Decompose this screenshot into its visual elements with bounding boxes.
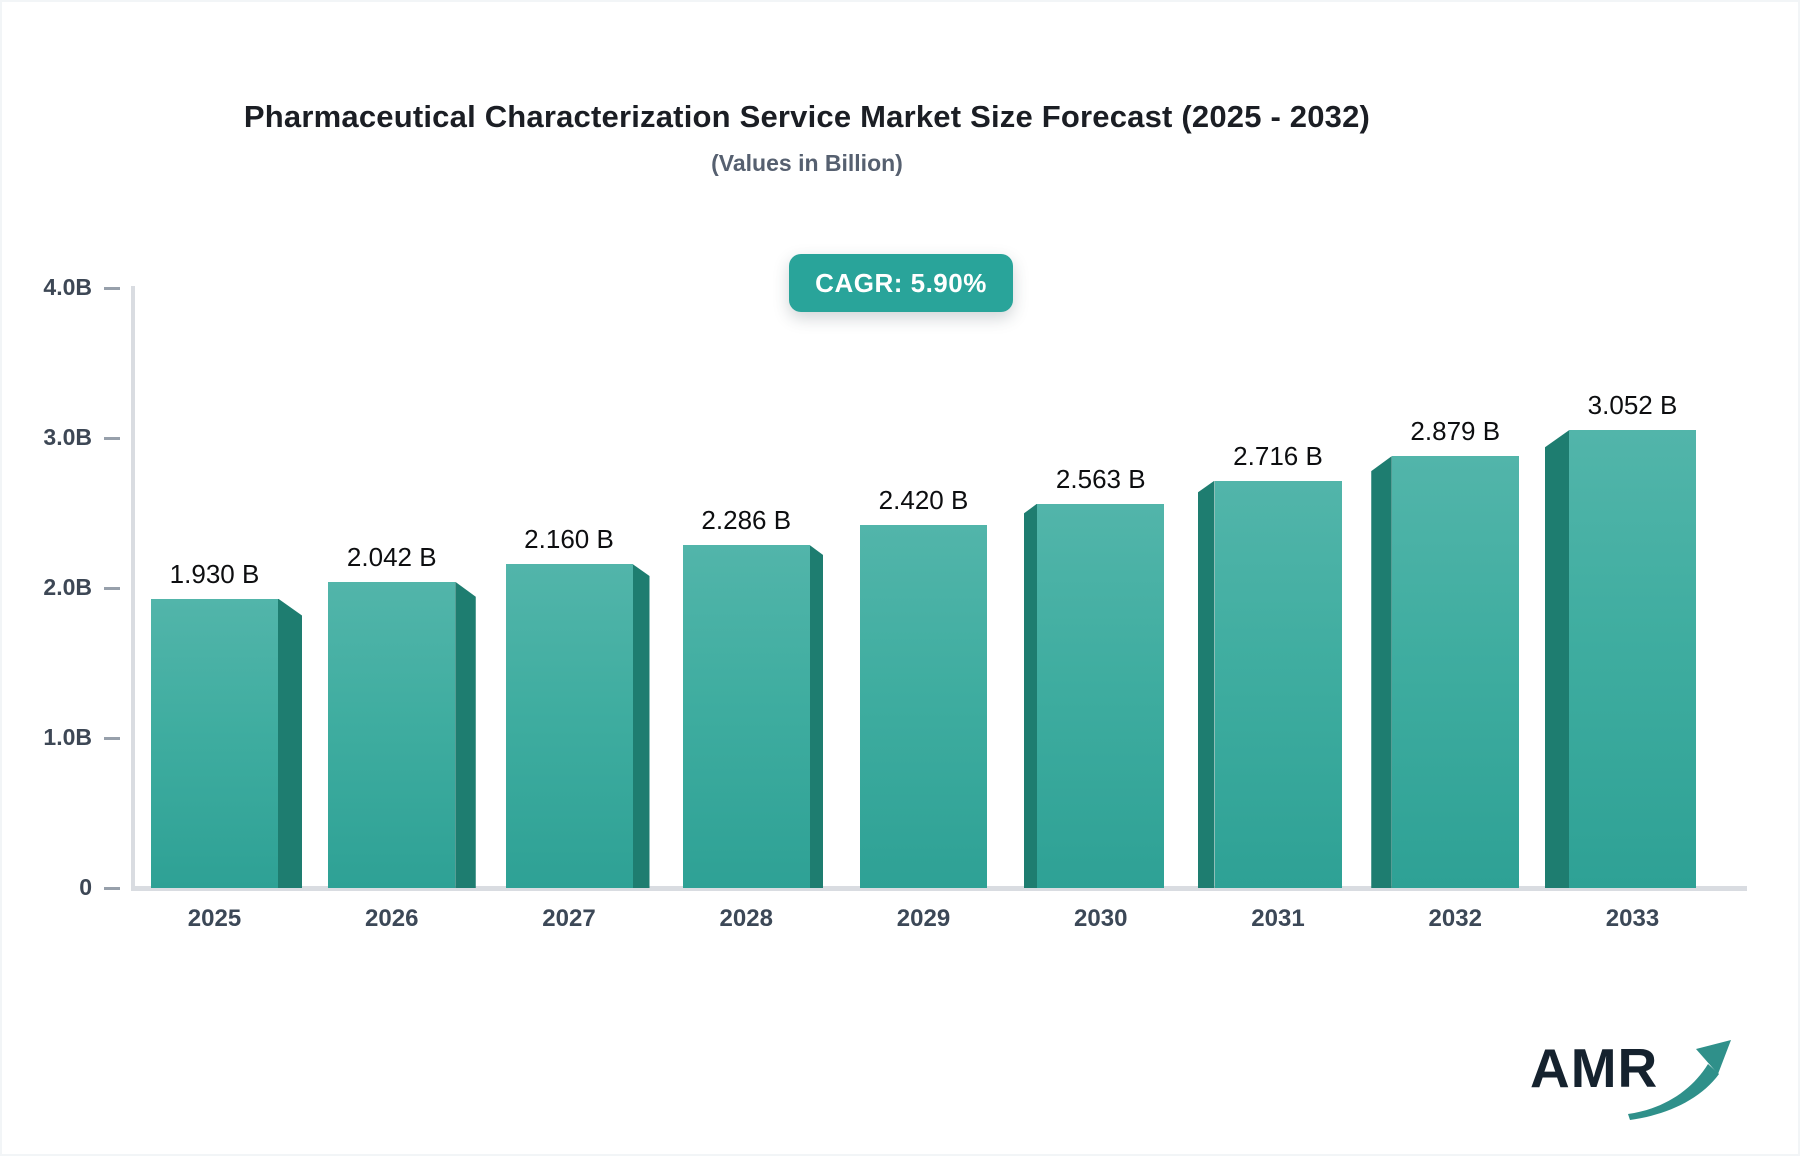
bar-2030 (1037, 503, 1165, 888)
bar-side-2031 (1197, 480, 1215, 888)
bar-side-2025 (278, 598, 302, 888)
bar-value-label-2027: 2.160 B (524, 524, 614, 554)
x-tick-label-2032: 2032 (1428, 905, 1482, 932)
bar-value-label-2026: 2.042 B (346, 541, 437, 572)
y-axis-line (131, 286, 135, 890)
bar-side-2026 (455, 581, 476, 888)
x-tick-label-2025: 2025 (187, 905, 242, 932)
growth-arrow-icon (1628, 1040, 1731, 1120)
x-tick-label-2026: 2026 (365, 905, 419, 932)
y-tick-label: 4.0B (43, 274, 92, 300)
bar-value-label-2031: 2.716 B (1233, 440, 1323, 471)
bar-side-2032 (1371, 456, 1392, 888)
x-axis-line (131, 886, 1747, 891)
bar-2027 (505, 564, 633, 888)
bar-2026 (328, 581, 456, 888)
x-tick-label-2030: 2030 (1074, 905, 1128, 932)
cagr-badge: CAGR: 5.90% (789, 254, 1013, 312)
bar-side-2030 (1023, 503, 1038, 888)
bar-2028 (682, 545, 810, 888)
chart-subtitle: (Values in Billion) (711, 150, 903, 176)
bar-value-label-2032: 2.879 B (1410, 416, 1501, 447)
y-tick-label: 0 (79, 874, 92, 900)
x-tick-label-2027: 2027 (542, 905, 596, 932)
bar-side-2033 (1545, 430, 1569, 888)
y-tick-dash (104, 436, 120, 440)
bar-value-label-2030: 2.563 B (1055, 463, 1146, 494)
bar-2029 (860, 525, 987, 888)
bar-value-label-2025: 1.930 B (169, 558, 260, 589)
amr-logo-text: AMR (1530, 1037, 1659, 1099)
amr-logo: AMR (1530, 1030, 1731, 1120)
bar-side-2028 (809, 545, 824, 888)
bar-2025 (151, 598, 278, 888)
bar-side-2027 (632, 564, 650, 888)
y-tick-dash (104, 586, 120, 590)
y-tick-label: 2.0B (43, 574, 92, 600)
x-tick-label-2028: 2028 (719, 905, 773, 932)
bar-value-label-2029: 2.420 B (878, 485, 969, 515)
y-tick-label: 3.0B (43, 424, 92, 450)
chart-title: Pharmaceutical Characterization Service … (243, 99, 1371, 134)
bar-2033 (1569, 430, 1696, 888)
y-tick-dash (104, 886, 120, 890)
x-tick-label-2033: 2033 (1605, 905, 1660, 932)
bar-2031 (1214, 480, 1342, 888)
y-tick-label: 1.0B (43, 724, 92, 750)
x-tick-label-2029: 2029 (896, 905, 951, 932)
y-tick-dash (104, 286, 120, 290)
y-tick-dash (104, 736, 120, 740)
bar-value-label-2033: 3.052 B (1587, 390, 1678, 421)
x-tick-label-2031: 2031 (1251, 905, 1305, 932)
bar-value-label-2028: 2.286 B (701, 505, 792, 536)
bar-2032 (1391, 456, 1519, 888)
